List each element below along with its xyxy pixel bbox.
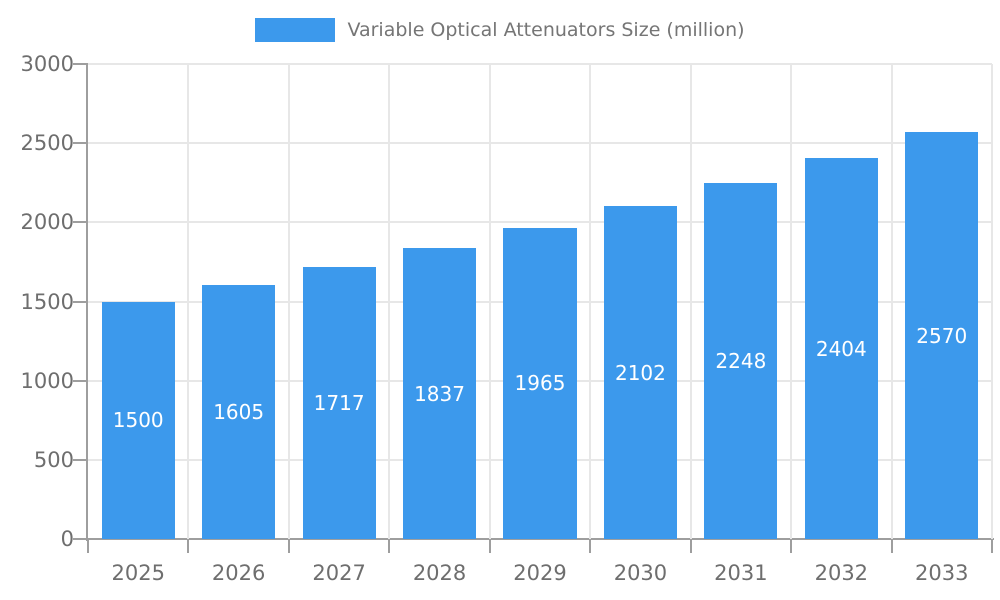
y-tick-label: 2500 [20,131,74,156]
plot-area: 1500 1605 1717 1837 1965 2102 2248 2404 2570 [88,63,993,539]
bar: 1717 [302,267,376,539]
x-tick-label: 2029 [513,561,567,585]
y-tick-label: 1500 [20,289,74,314]
grid-line-vertical [488,64,491,539]
grid-line-vertical [790,64,793,539]
bar-value-label: 1837 [414,381,465,406]
grid-line-horizontal [88,221,992,224]
grid-line-vertical [689,64,692,539]
x-axis-line [86,538,994,540]
x-tick-label: 2025 [111,561,165,585]
y-axis-tick [73,300,88,303]
x-tick-label: 2027 [312,561,366,585]
x-tick-label: 2031 [714,561,768,585]
x-axis-tick [388,540,391,553]
x-axis-tick [488,540,491,553]
bar-value-label: 1605 [213,399,265,424]
x-axis-tick [187,540,190,553]
bar-value-label: 1717 [313,391,365,416]
x-axis-tick [287,540,290,553]
y-axis-tick [73,379,88,382]
bar: 2404 [804,158,878,539]
x-tick-label: 2033 [915,561,969,585]
y-tick-label: 2000 [20,210,74,235]
y-axis-line [86,64,88,541]
y-tick-label: 0 [60,527,74,551]
y-axis-tick [73,63,88,65]
y-axis-tick [73,538,88,540]
grid-line-horizontal [88,142,992,145]
grid-line-vertical [589,64,592,539]
x-tick-label: 2032 [814,561,869,585]
y-axis-tick [73,221,88,224]
bar: 2102 [603,206,677,539]
grid-line-vertical [388,64,391,539]
x-tick-label: 2028 [412,561,467,585]
grid-line-vertical [187,64,190,539]
y-tick-label: 3000 [20,52,74,76]
x-axis-tick [589,540,592,553]
bar: 2248 [704,183,778,539]
y-axis-tick [73,142,88,145]
y-axis-tick [73,458,88,461]
bar-value-label: 2570 [916,323,968,348]
bar-value-label: 2248 [715,349,767,374]
x-axis-tick [689,540,692,553]
x-axis-tick [890,540,893,553]
x-tick-label: 2026 [211,561,266,585]
x-axis-tick [991,540,993,553]
bar-value-label: 1965 [514,371,566,396]
x-tick-label: 2030 [613,561,668,585]
bar: 2570 [905,132,979,539]
legend-color-swatch [255,18,336,42]
y-tick-label: 1000 [20,368,74,393]
x-axis-tick [790,540,793,553]
legend-label: Variable Optical Attenuators Size (milli… [347,19,745,41]
bar: 1605 [202,284,276,539]
legend-item[interactable]: Variable Optical Attenuators Size (milli… [0,18,1000,42]
y-tick-label: 500 [33,447,74,472]
bar-value-label: 1500 [112,408,164,433]
bar-value-label: 2404 [815,336,867,361]
grid-line-vertical [287,64,290,539]
bar: 1837 [402,248,477,539]
grid-line-horizontal [88,63,992,65]
bar-value-label: 2102 [614,360,666,385]
x-axis-tick [87,540,89,553]
grid-line-vertical [890,64,893,539]
grid-line-vertical [991,64,993,539]
bar: 1965 [503,227,577,539]
bar: 1500 [101,301,175,539]
